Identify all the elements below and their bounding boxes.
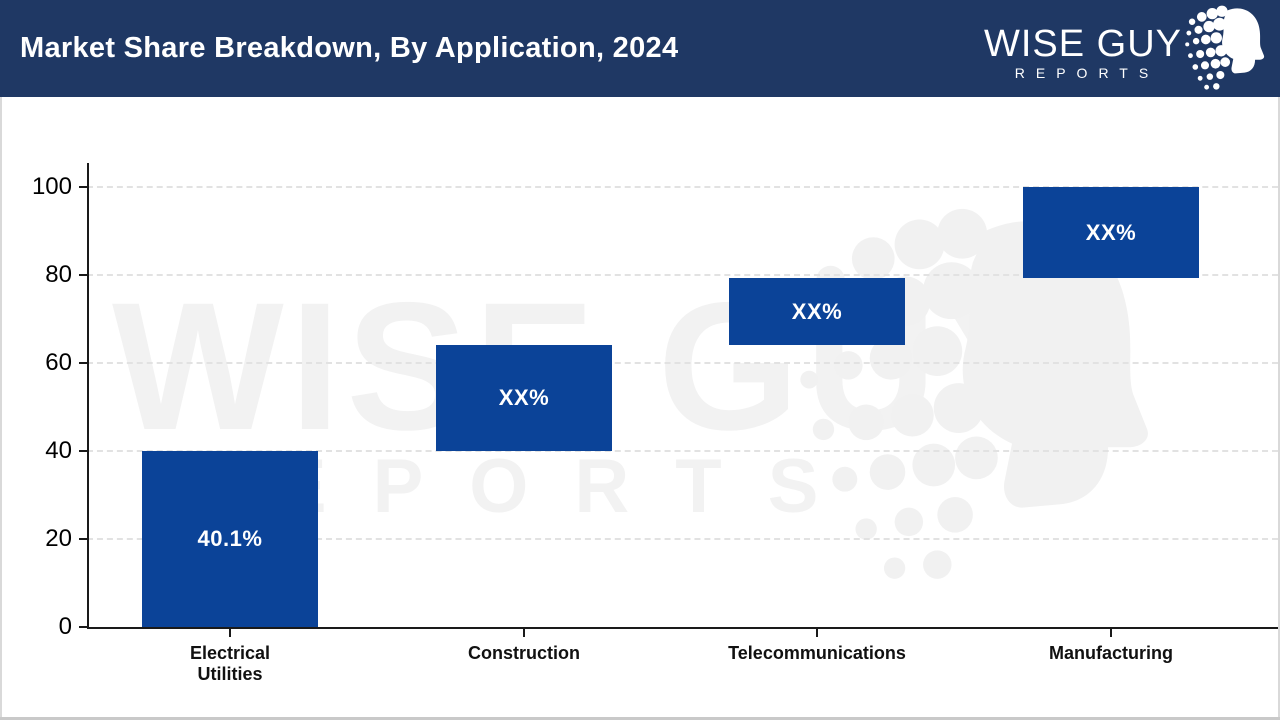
brand-logo: WISE GUY REPORTS bbox=[984, 4, 1268, 96]
x-axis-tick-mark bbox=[523, 629, 525, 637]
waterfall-bar: XX% bbox=[729, 278, 905, 346]
header: Market Share Breakdown, By Application, … bbox=[0, 0, 1280, 97]
y-axis-tick-mark bbox=[79, 186, 87, 188]
y-axis-tick-mark bbox=[79, 362, 87, 364]
frame-border-left bbox=[0, 97, 2, 720]
frame-border-right bbox=[1278, 97, 1280, 720]
bar-value-label: XX% bbox=[791, 298, 843, 324]
y-axis-tick-mark bbox=[79, 538, 87, 540]
y-axis-tick-mark bbox=[79, 626, 87, 628]
y-axis-tick-label: 20 bbox=[45, 525, 72, 552]
y-axis-tick-label: 40 bbox=[45, 437, 72, 464]
x-axis-tick-mark bbox=[1110, 629, 1112, 637]
waterfall-bar: XX% bbox=[1023, 187, 1199, 279]
x-axis-tick-mark bbox=[816, 629, 818, 637]
waterfall-bar: 40.1% bbox=[142, 450, 318, 627]
x-axis-category-label: Telecommunications bbox=[728, 643, 906, 663]
y-axis-tick-label: 60 bbox=[45, 349, 72, 376]
waterfall-bar: XX% bbox=[436, 345, 612, 451]
y-axis-tick-label: 0 bbox=[58, 613, 72, 640]
y-gridline bbox=[87, 186, 1278, 188]
logo-wordmark: WISE GUY bbox=[983, 22, 1182, 65]
x-axis-line bbox=[87, 627, 1278, 629]
y-gridline bbox=[87, 362, 1278, 364]
bar-value-label: 40.1% bbox=[197, 525, 263, 551]
waterfall-plot: 0 20 40 60 80 100 40.1% Electrical Utilities XX%… bbox=[0, 97, 1280, 720]
y-axis-line bbox=[87, 163, 89, 629]
chart-canvas: WISE GUY REPORTS 0 20 40 60 80 100 40.1% Electr… bbox=[0, 97, 1280, 720]
y-gridline bbox=[87, 274, 1278, 276]
x-axis-tick-mark bbox=[229, 629, 231, 637]
y-axis-tick-mark bbox=[79, 450, 87, 452]
brand-logo-text: WISE GUY REPORTS bbox=[983, 22, 1182, 82]
logo-subtext: REPORTS bbox=[1014, 65, 1160, 82]
y-axis-tick-label: 100 bbox=[31, 173, 72, 200]
y-gridline bbox=[87, 538, 1278, 540]
frame-border-bottom bbox=[0, 717, 1280, 720]
y-axis-tick-label: 80 bbox=[45, 261, 72, 288]
logo-face-icon bbox=[1185, 5, 1265, 90]
y-axis-tick-mark bbox=[79, 274, 87, 276]
bar-value-label: XX% bbox=[1085, 219, 1137, 245]
x-axis-category-label: Electrical Utilities bbox=[189, 643, 271, 684]
y-gridline bbox=[87, 450, 1278, 452]
page-title: Market Share Breakdown, By Application, … bbox=[20, 32, 679, 64]
x-axis-category-label: Manufacturing bbox=[1049, 643, 1173, 663]
bar-value-label: XX% bbox=[498, 384, 550, 410]
x-axis-category-label: Construction bbox=[468, 643, 580, 663]
